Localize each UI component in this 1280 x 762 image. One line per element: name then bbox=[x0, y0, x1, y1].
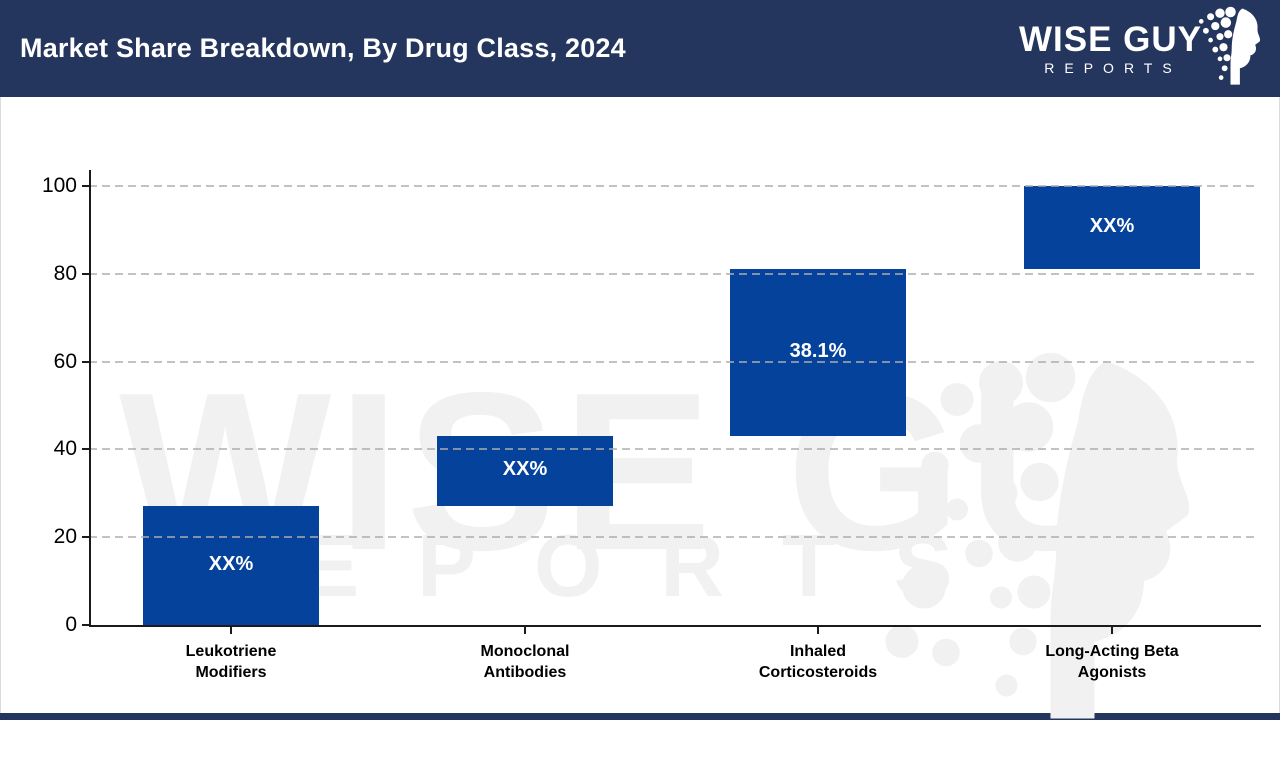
chart-bar bbox=[143, 506, 319, 625]
y-axis-tick bbox=[82, 272, 89, 275]
chart-bar bbox=[1024, 186, 1200, 270]
y-axis-tick bbox=[82, 624, 89, 626]
chart-bar bbox=[437, 436, 613, 507]
y-axis-tick bbox=[82, 448, 89, 451]
category-label-line: Corticosteroids bbox=[758, 664, 878, 681]
x-axis-category-label: Long-Acting Beta Agonists bbox=[992, 641, 1232, 683]
y-axis-tick bbox=[82, 360, 89, 363]
y-axis-tick bbox=[82, 185, 89, 187]
page: Market Share Breakdown, By Drug Class, 2… bbox=[0, 0, 1280, 720]
chart-canvas: WISE GU REPORTS XX% XX% 38.1% XX% 0 20 40 60 80 1… bbox=[0, 97, 1280, 719]
x-axis-category-label: Leukotriene Modifiers bbox=[111, 641, 351, 683]
y-axis-tick bbox=[82, 536, 89, 539]
y-gridline bbox=[89, 185, 1256, 187]
y-gridline bbox=[89, 448, 1256, 451]
category-label-line: Modifiers bbox=[195, 664, 267, 681]
x-axis-tick bbox=[817, 627, 819, 634]
y-axis-tick-label: 0 bbox=[65, 613, 77, 636]
chart-title: Market Share Breakdown, By Drug Class, 2… bbox=[20, 33, 626, 63]
footer-bar bbox=[0, 713, 1280, 720]
category-label-line: Agonists bbox=[1077, 664, 1147, 681]
brand-face-icon bbox=[1198, 6, 1261, 85]
category-label-line: Antibodies bbox=[483, 664, 567, 681]
x-axis-category-label: Inhaled Corticosteroids bbox=[698, 641, 938, 683]
y-gridline bbox=[89, 272, 1256, 275]
x-axis-tick bbox=[1111, 627, 1113, 634]
y-axis-line bbox=[89, 170, 91, 627]
y-gridline bbox=[89, 536, 1256, 539]
category-label-line: Leukotriene bbox=[185, 643, 277, 660]
x-axis-tick bbox=[230, 627, 232, 634]
bar-value-label: 38.1% bbox=[789, 339, 847, 362]
x-axis-category-label: Monoclonal Antibodies bbox=[405, 641, 645, 683]
y-gridline bbox=[89, 360, 1256, 363]
header-bar: Market Share Breakdown, By Drug Class, 2… bbox=[0, 0, 1280, 97]
bar-value-label: XX% bbox=[1089, 214, 1135, 237]
brand-subtitle: REPORTS bbox=[1044, 60, 1182, 76]
bar-value-label: XX% bbox=[502, 458, 548, 481]
chart-bar bbox=[730, 268, 906, 437]
brand-logo: WISE GUY REPORTS bbox=[1019, 6, 1266, 92]
y-axis-tick-label: 60 bbox=[53, 349, 77, 373]
y-axis-tick-label: 80 bbox=[53, 261, 77, 285]
category-label-line: Monoclonal bbox=[480, 643, 570, 660]
brand-name: WISE GUY bbox=[1018, 20, 1202, 59]
y-axis-tick-label: 20 bbox=[53, 525, 77, 549]
brand-logo-text: WISE GUY REPORTS bbox=[1019, 22, 1202, 76]
category-label-line: Long-Acting Beta bbox=[1045, 643, 1179, 660]
x-axis-line bbox=[89, 625, 1261, 627]
x-axis-tick bbox=[524, 627, 526, 634]
category-label-line: Inhaled bbox=[789, 643, 846, 660]
bar-value-label: XX% bbox=[208, 552, 254, 575]
y-axis-tick-label: 40 bbox=[53, 437, 77, 461]
y-axis-tick-label: 100 bbox=[41, 174, 77, 197]
